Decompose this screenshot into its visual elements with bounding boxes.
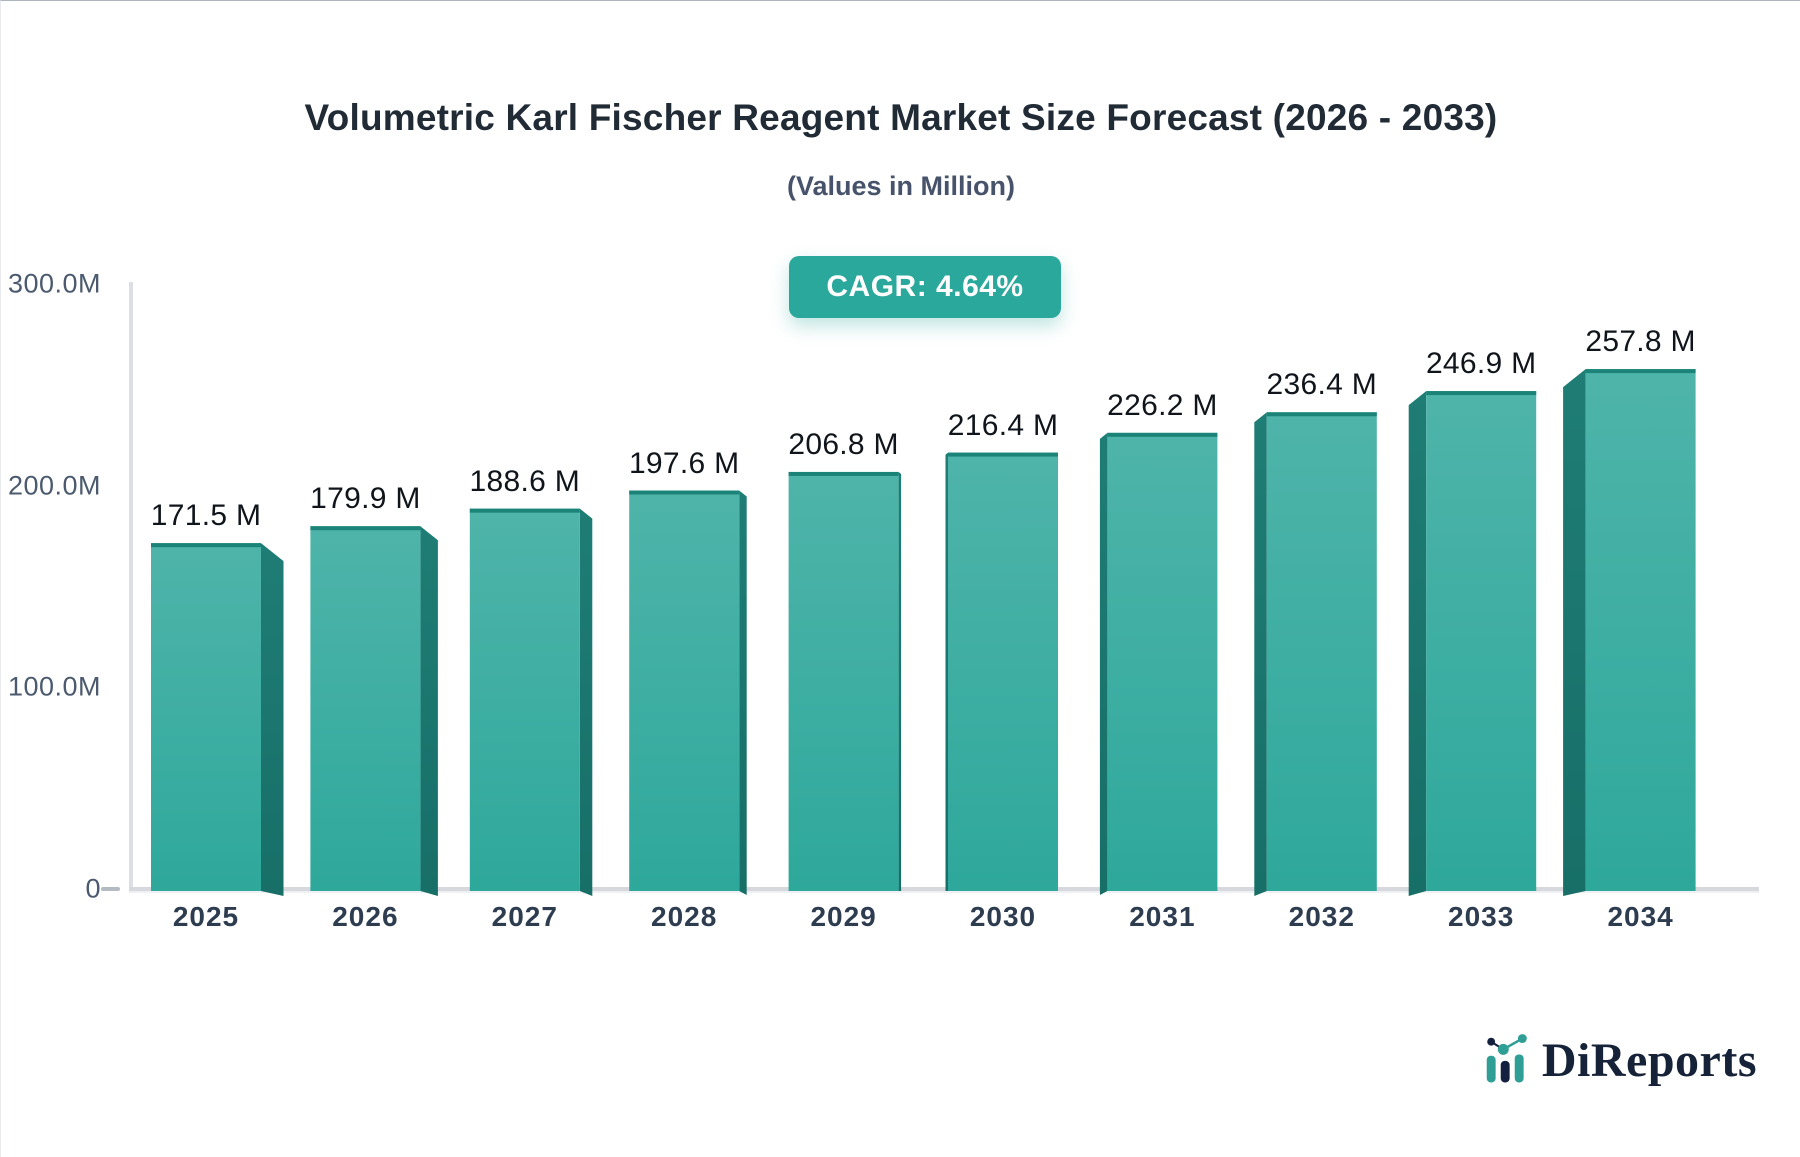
bar-front-face	[788, 471, 899, 891]
bar-side-face	[945, 452, 948, 891]
zero-tick-mark	[101, 887, 120, 891]
bar-2029[interactable]	[788, 471, 902, 891]
bar-top-edge	[629, 490, 740, 495]
y-axis-line	[129, 282, 133, 891]
bar-2027[interactable]	[469, 508, 593, 896]
bar-top-edge	[151, 543, 261, 548]
bar-front-face	[629, 490, 740, 891]
bar-2026[interactable]	[310, 526, 438, 896]
bar-side-face	[579, 508, 593, 896]
bar-top-edge	[1426, 391, 1537, 396]
bar-2031[interactable]	[1099, 432, 1218, 895]
bar-side-face	[898, 471, 902, 891]
page-title: Volumetric Karl Fischer Reagent Market S…	[304, 97, 1498, 138]
logo-text: DiReports	[1541, 1034, 1757, 1087]
bar-top-edge	[788, 471, 899, 476]
bar-side-face	[739, 490, 747, 895]
bar-front-face	[1426, 391, 1537, 891]
y-axis-tick-label: 200.0M	[7, 470, 101, 501]
direports-logo: DiReports	[1482, 1029, 1757, 1085]
bar-2030[interactable]	[945, 452, 1059, 891]
cagr-badge: CAGR: 4.64%	[789, 256, 1061, 318]
bar-side-face	[1254, 412, 1267, 896]
bar-side-face	[261, 543, 284, 896]
y-axis-tick-label: 0	[85, 873, 101, 904]
bar-value-label: 226.2 M	[1107, 388, 1218, 422]
x-axis-tick-label: 2032	[1288, 901, 1355, 932]
bar-front-face	[1585, 369, 1696, 891]
bar-front-face	[1266, 412, 1377, 891]
bar-top-edge	[469, 508, 580, 513]
x-axis-tick-label: 2028	[651, 901, 718, 932]
bar-side-face	[1408, 391, 1427, 896]
x-axis-tick-label: 2027	[491, 901, 558, 932]
bar-front-face	[151, 543, 261, 891]
bar-top-edge	[310, 526, 421, 531]
bar-2028[interactable]	[629, 490, 747, 895]
logo-chart-icon	[1486, 1034, 1527, 1083]
bar-2033[interactable]	[1408, 391, 1537, 896]
bar-front-face	[310, 526, 421, 891]
bar-value-label: 197.6 M	[628, 446, 740, 480]
bar-2025[interactable]	[151, 543, 284, 896]
x-axis-tick-label: 2031	[1129, 901, 1196, 932]
x-axis-tick-label: 2030	[969, 901, 1037, 932]
x-axis-tick-label: 2025	[172, 901, 240, 932]
bar-value-label: 257.8 M	[1585, 325, 1696, 359]
x-axis-tick-label: 2026	[332, 901, 399, 932]
bar-value-label: 171.5 M	[150, 499, 262, 533]
x-axis-baseline	[129, 887, 1759, 891]
bar-top-edge	[948, 452, 1058, 457]
y-axis-tick-label: 300.0M	[7, 268, 101, 299]
bar-value-label: 216.4 M	[947, 408, 1059, 442]
x-axis-tick-label: 2034	[1607, 901, 1674, 932]
x-axis-tick-label: 2029	[810, 901, 877, 932]
bar-top-edge	[1107, 432, 1218, 437]
bar-front-face	[948, 452, 1058, 891]
bar-2034[interactable]	[1563, 369, 1696, 896]
bar-front-face	[469, 508, 580, 891]
bar-side-face	[420, 526, 438, 896]
bar-2032[interactable]	[1254, 412, 1377, 896]
bar-value-label: 188.6 M	[469, 464, 581, 498]
bar-value-label: 246.9 M	[1425, 347, 1537, 381]
page-subtitle: (Values in Million)	[786, 171, 1016, 201]
bar-value-label: 206.8 M	[788, 427, 899, 461]
y-axis-tick-label: 100.0M	[7, 671, 101, 702]
bar-side-face	[1099, 432, 1108, 895]
bar-side-face	[1563, 369, 1586, 896]
bar-value-label: 236.4 M	[1266, 368, 1378, 402]
x-axis-tick-label: 2033	[1448, 901, 1515, 932]
bar-top-edge	[1266, 412, 1377, 417]
bar-top-edge	[1585, 369, 1696, 374]
bar-value-label: 179.9 M	[310, 482, 421, 516]
bar-front-face	[1107, 432, 1218, 891]
